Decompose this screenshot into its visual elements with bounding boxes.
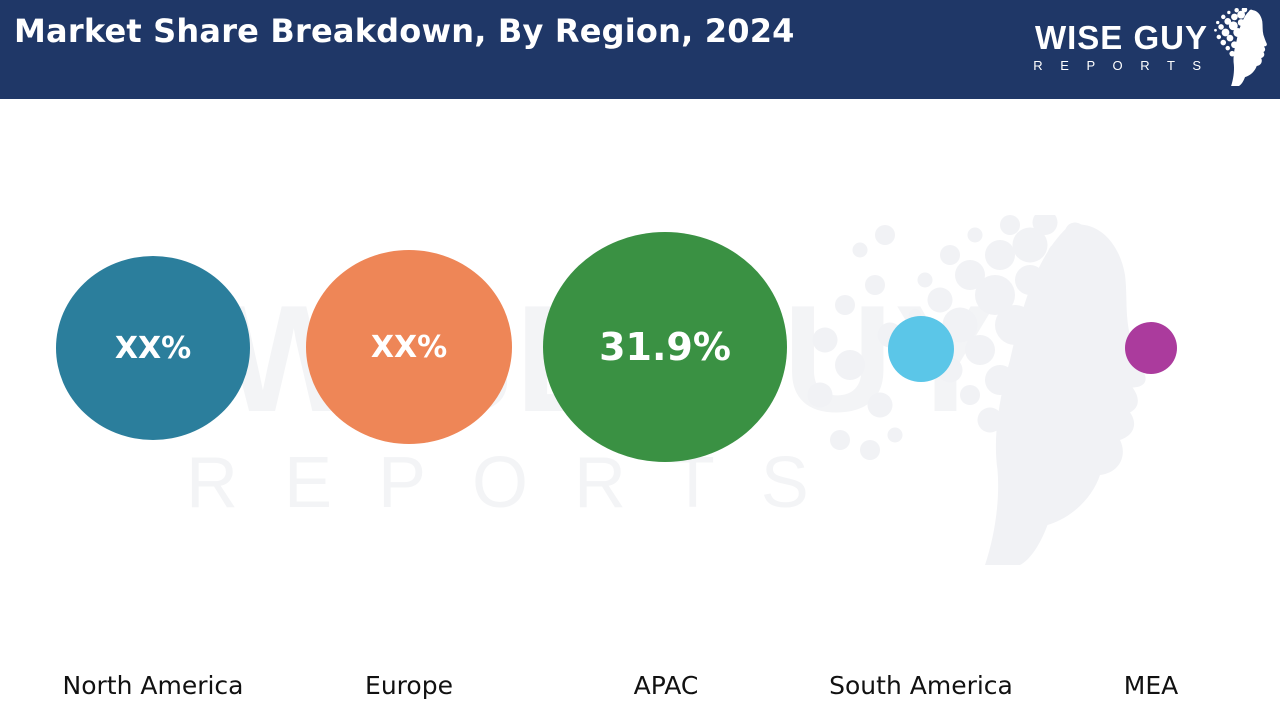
bubble-value-north-america: XX% <box>114 330 192 366</box>
logo-face-icon <box>1214 8 1267 86</box>
logo-text: WISE GUY R E P O R T S <box>1033 21 1208 73</box>
wise-guy-logo: WISE GUY R E P O R T S <box>1033 8 1268 86</box>
bubble-value-europe: XX% <box>370 329 448 365</box>
page-title: Market Share Breakdown, By Region, 2024 <box>14 12 795 50</box>
category-label-mea: MEA <box>1123 671 1179 700</box>
bubble-mea <box>1125 322 1177 374</box>
bubble-south-america <box>888 316 954 382</box>
bubble-europe: XX% <box>306 250 512 444</box>
category-label-apac: APAC <box>633 671 699 700</box>
bubble-north-america: XX% <box>56 256 250 440</box>
logo-tagline: R E P O R T S <box>1033 57 1208 73</box>
logo-name: WISE GUY <box>1034 19 1208 57</box>
header-bar: Market Share Breakdown, By Region, 2024 … <box>0 0 1280 99</box>
bubble-value-apac: 31.9% <box>599 325 731 369</box>
bubble-apac: 31.9% <box>543 232 787 462</box>
category-label-north-america: North America <box>62 671 244 700</box>
category-label-south-america: South America <box>829 671 1013 700</box>
category-label-europe: Europe <box>365 671 453 700</box>
watermark-text-2: REPORTS <box>186 443 855 523</box>
